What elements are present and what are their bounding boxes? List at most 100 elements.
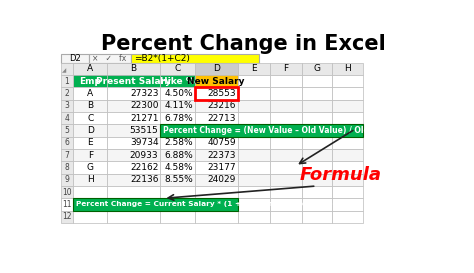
Text: 53515: 53515: [130, 126, 158, 135]
Bar: [332, 186, 363, 198]
Bar: [195, 63, 237, 75]
Bar: [237, 186, 270, 198]
Text: 6.78%: 6.78%: [164, 114, 193, 123]
Text: Percent Change in Excel: Percent Change in Excel: [100, 34, 385, 54]
Text: 12: 12: [62, 212, 72, 221]
Text: New Salary: New Salary: [187, 77, 245, 86]
Bar: [61, 75, 73, 87]
Bar: [160, 137, 195, 149]
Text: 22136: 22136: [130, 175, 158, 184]
Text: 24029: 24029: [208, 175, 236, 184]
Text: =B2*(1+C2): =B2*(1+C2): [134, 54, 190, 63]
Bar: [73, 198, 237, 211]
Text: 6: 6: [64, 138, 69, 147]
Bar: [302, 174, 332, 186]
Bar: [160, 100, 195, 112]
Bar: [302, 137, 332, 149]
Bar: [107, 63, 160, 75]
Text: Present Salary: Present Salary: [96, 77, 171, 86]
Text: 1: 1: [64, 77, 69, 86]
Bar: [160, 63, 195, 75]
Text: 23216: 23216: [208, 101, 236, 110]
Bar: [89, 54, 131, 63]
Text: 4.11%: 4.11%: [164, 101, 193, 110]
Text: F: F: [88, 151, 93, 160]
Bar: [237, 149, 270, 161]
Bar: [61, 124, 73, 137]
Bar: [270, 112, 302, 124]
Bar: [302, 161, 332, 174]
Bar: [332, 124, 363, 137]
Text: E: E: [251, 64, 256, 73]
Bar: [332, 100, 363, 112]
Bar: [332, 87, 363, 100]
Bar: [73, 63, 107, 75]
Bar: [237, 112, 270, 124]
Text: 28553: 28553: [207, 89, 236, 98]
Bar: [73, 124, 107, 137]
Text: 6.88%: 6.88%: [164, 151, 193, 160]
Text: A: A: [87, 64, 93, 73]
Bar: [61, 54, 89, 63]
Text: 4.50%: 4.50%: [164, 89, 193, 98]
Text: 23177: 23177: [207, 163, 236, 172]
Text: 5: 5: [64, 126, 69, 135]
Bar: [73, 161, 107, 174]
Bar: [237, 63, 270, 75]
Bar: [107, 100, 160, 112]
Text: D: D: [213, 64, 219, 73]
Text: Percent Change = (New Value – Old Value) / Old Value: Percent Change = (New Value – Old Value)…: [163, 126, 396, 135]
Bar: [237, 87, 270, 100]
Text: C: C: [87, 114, 93, 123]
Text: H: H: [344, 64, 351, 73]
Bar: [237, 211, 270, 223]
Text: E: E: [87, 138, 93, 147]
Text: D2: D2: [69, 54, 81, 63]
Bar: [61, 63, 73, 75]
Bar: [332, 161, 363, 174]
Bar: [195, 100, 237, 112]
Text: H: H: [87, 175, 94, 184]
Bar: [270, 161, 302, 174]
Bar: [73, 137, 107, 149]
Bar: [195, 211, 237, 223]
Text: 21271: 21271: [130, 114, 158, 123]
Text: 4: 4: [64, 114, 69, 123]
Bar: [237, 100, 270, 112]
Bar: [61, 211, 73, 223]
Bar: [332, 137, 363, 149]
Bar: [270, 87, 302, 100]
Text: G: G: [87, 163, 94, 172]
Bar: [237, 137, 270, 149]
Bar: [332, 174, 363, 186]
Text: 39734: 39734: [130, 138, 158, 147]
Bar: [270, 124, 302, 137]
Bar: [302, 87, 332, 100]
Text: 9: 9: [64, 175, 69, 184]
Bar: [332, 149, 363, 161]
Text: 22300: 22300: [130, 101, 158, 110]
Bar: [302, 75, 332, 87]
Bar: [195, 161, 237, 174]
Bar: [195, 75, 237, 87]
Bar: [61, 112, 73, 124]
Text: 7: 7: [64, 151, 69, 160]
Bar: [160, 75, 195, 87]
Bar: [270, 149, 302, 161]
Text: B: B: [131, 64, 137, 73]
Bar: [270, 75, 302, 87]
Text: 4.58%: 4.58%: [164, 163, 193, 172]
Text: ×   ✓   fx: × ✓ fx: [92, 54, 127, 63]
Bar: [73, 75, 107, 87]
Bar: [73, 211, 107, 223]
Text: Formula: Formula: [300, 166, 382, 184]
Bar: [270, 211, 302, 223]
Bar: [73, 112, 107, 124]
Bar: [332, 211, 363, 223]
Text: 27323: 27323: [130, 89, 158, 98]
Bar: [195, 87, 237, 100]
Bar: [107, 149, 160, 161]
Text: F: F: [283, 64, 289, 73]
Text: 3: 3: [64, 101, 69, 110]
Text: 8: 8: [64, 163, 69, 172]
